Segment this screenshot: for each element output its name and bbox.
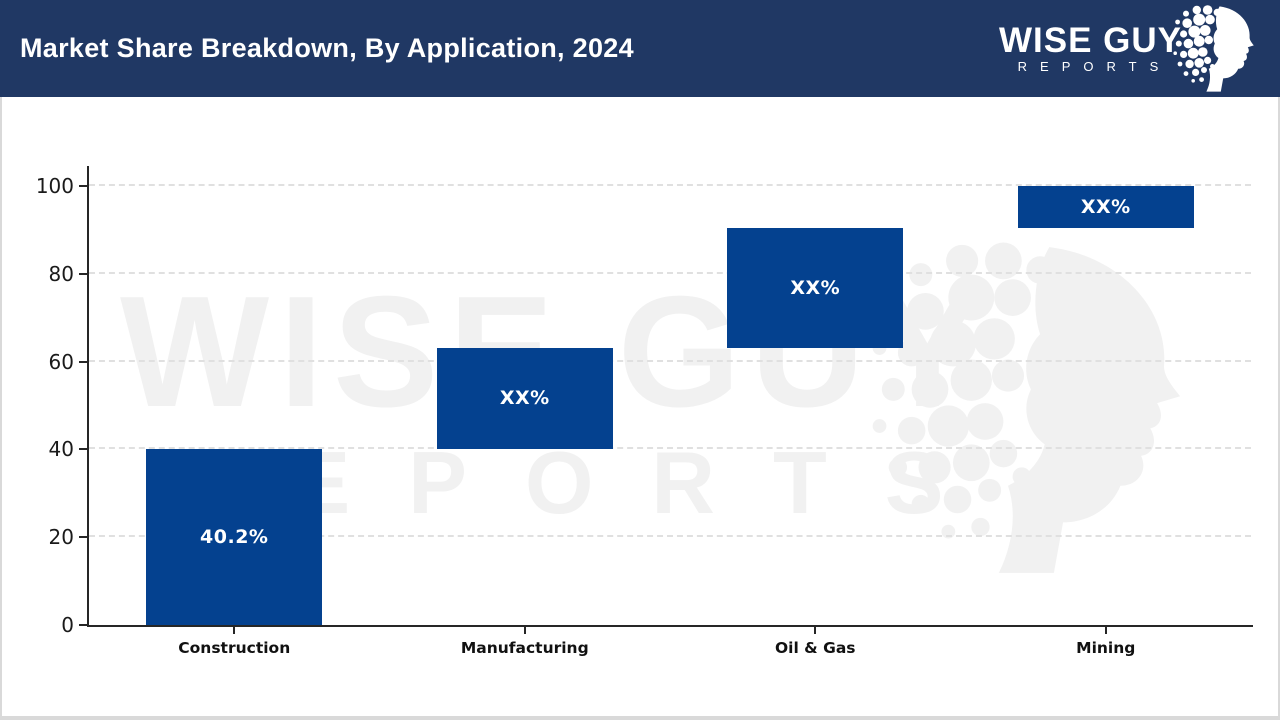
- gridline-100: [89, 184, 1251, 186]
- page-right-border: [1278, 97, 1280, 720]
- bar-value-label: XX%: [1080, 195, 1131, 218]
- x-axis-labels: Construction Manufacturing Oil & Gas Mining: [89, 639, 1251, 663]
- y-tick-60: [79, 360, 87, 363]
- bar-value-label: XX%: [499, 387, 550, 410]
- brand-subname: REPORTS: [1017, 59, 1172, 74]
- y-tick-label-40: 40: [48, 437, 74, 462]
- x-axis-line: [87, 625, 1253, 627]
- head-profile-dots-icon: [1168, 4, 1270, 94]
- category-label-manufacturing: Manufacturing: [460, 639, 589, 657]
- category-label-oil-gas: Oil & Gas: [774, 639, 856, 657]
- y-tick-label-80: 80: [48, 261, 74, 286]
- y-axis-labels: 0 20 40 60 80 100: [0, 174, 74, 637]
- y-tick-80: [79, 272, 87, 275]
- page-bottom-border: [0, 716, 1280, 720]
- x-tick-3: [1104, 627, 1107, 634]
- y-tick-100: [79, 185, 87, 187]
- page-title: Market Share Breakdown, By Application, …: [20, 33, 634, 63]
- page-left-border: [0, 97, 2, 720]
- x-axis-ticks: [89, 627, 1251, 634]
- gridline-20: [89, 535, 1251, 538]
- bar-value-label: XX%: [790, 277, 841, 300]
- bar-value-label: 40.2%: [200, 525, 269, 548]
- x-tick-0: [233, 627, 236, 634]
- watermark-head-profile-icon: [852, 210, 1242, 614]
- bar-oil-gas: XX%: [727, 227, 904, 349]
- y-tick-label-60: 60: [48, 349, 74, 374]
- x-tick-1: [523, 627, 526, 634]
- y-tick-label-20: 20: [48, 525, 74, 550]
- y-tick-0: [79, 624, 87, 626]
- bar-manufacturing: XX%: [436, 348, 613, 449]
- category-label-construction: Construction: [178, 639, 291, 657]
- gridline-40: [89, 447, 1251, 450]
- y-tick-40: [79, 448, 87, 451]
- gridline-60: [89, 359, 1251, 362]
- y-tick-label-0: 0: [61, 613, 74, 637]
- x-tick-2: [814, 627, 817, 634]
- category-label-mining: Mining: [1076, 639, 1136, 657]
- bar-mining: XX%: [1017, 186, 1194, 228]
- y-tick-label-100: 100: [35, 174, 74, 198]
- brand-logo-text: WISE GUY REPORTS: [998, 21, 1182, 75]
- bar-construction: 40.2%: [146, 448, 323, 625]
- plot-area: 40.2% XX% XX% XX%: [89, 184, 1251, 625]
- gridline-80: [89, 271, 1251, 274]
- y-tick-20: [79, 536, 87, 539]
- brand-logo: WISE GUY REPORTS: [999, 4, 1270, 94]
- y-axis-ticks: [79, 185, 87, 626]
- brand-name: WISE GUY: [998, 21, 1182, 60]
- y-axis-line: [87, 166, 89, 627]
- header-bar: Market Share Breakdown, By Application, …: [0, 0, 1280, 97]
